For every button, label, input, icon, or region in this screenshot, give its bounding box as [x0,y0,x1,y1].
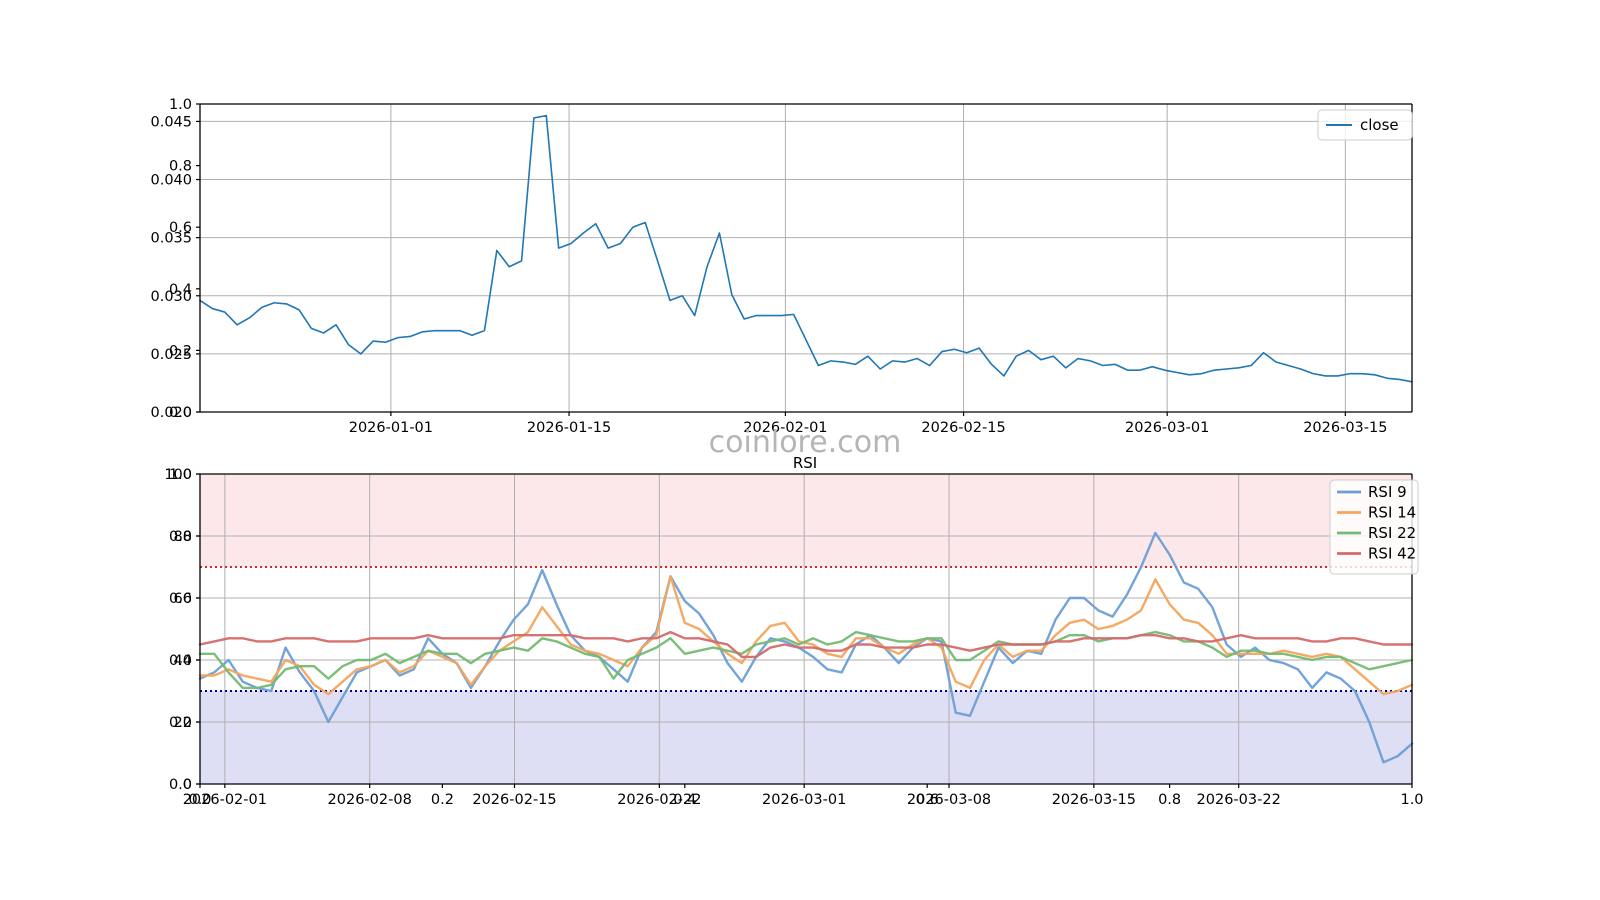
xtick-label-date: 2026-02-01 [183,792,267,808]
rsi-gridlines [200,474,1412,784]
xtick-label-overlay: 0.0 [188,792,211,808]
ytick-label-price: 0.020 [150,405,192,421]
xtick-label-date: 2026-02-15 [472,792,556,808]
xtick-label-overlay: 0.4 [673,792,696,808]
xtick-label-date: 2026-03-15 [1052,792,1136,808]
xtick-label-overlay: 0.6 [916,792,939,808]
xtick-label-date: 2026-01-01 [349,420,433,436]
rsi-title: RSI [793,454,817,472]
line-rsi-42 [198,630,1414,659]
xtick-label-date: 2026-03-01 [1125,420,1209,436]
watermark-text: coinlore.com [709,425,902,460]
xtick-label-date: 2026-02-22 [617,792,701,808]
ytick-label-price: 0.025 [150,347,192,363]
ytick-label-overlay: 0.6 [169,220,192,236]
ytick-label-rsi: 80 [174,529,192,545]
xtick-label-date: 2026-02-01 [743,420,827,436]
legend-label-rsi-9: RSI 9 [1368,483,1407,501]
rsi-panel: 0 20 40 60 80 100 0.0 0.2 0.4 0.6 0.8 1.0 2026-02-01… [164,454,1423,808]
price-axes-spines [199,103,1413,413]
oversold-band [200,691,1412,784]
ytick-label-overlay: 0.8 [169,529,192,545]
xtick-label-date: 2026-02-08 [328,792,412,808]
rsi-series [198,531,1414,764]
price-xtick-labels: 2026-01-01 2026-01-15 2026-02-01 2026-02-15… [349,412,1387,436]
line-close [199,114,1413,383]
price-legend: close [1317,109,1413,141]
rsi-threshold-lines [200,566,1412,692]
ytick-label-overlay: 0.0 [169,777,192,793]
rsi-xtick-labels: 2026-02-01 2026-02-08 2026-02-15 2026-02-22… [183,784,1281,808]
ytick-label-price: 0.030 [150,289,192,305]
watermark-layer: coinlore.com [709,425,902,460]
ytick-label-price: 0.040 [150,173,192,189]
ytick-label-rsi: 40 [174,653,192,669]
legend-background [1329,479,1419,575]
xtick-label-overlay: 1.0 [1400,792,1423,808]
ytick-label-price: 0.045 [150,114,192,130]
rsi-ytick-labels: 0 20 40 60 80 100 [164,467,200,793]
legend-label-rsi-22: RSI 22 [1368,524,1416,542]
xtick-label-date: 2026-03-15 [1303,420,1387,436]
legend-background [1317,109,1413,141]
line-rsi-22 [198,630,1414,690]
ytick-label-overlay: 0.2 [169,715,192,731]
ytick-label-overlay: 0.8 [169,159,192,175]
price-ytick-labels: 0.020 0.025 0.030 0.035 0.040 0.045 [150,114,200,421]
ytick-label-overlay: 1.0 [169,97,192,113]
rsi-panel-title: RSI [793,454,817,472]
price-overlay-ytick-labels: 0.0 0.2 0.4 0.6 0.8 1.0 [169,97,200,421]
ytick-label-rsi: 60 [174,591,192,607]
ytick-label-overlay: 0.0 [169,405,192,421]
ytick-label-overlay: 0.6 [169,591,192,607]
xtick-label-overlay: 0.2 [431,792,454,808]
ytick-label-rsi: 20 [174,715,192,731]
xtick-label-date: 2026-03-08 [907,792,991,808]
line-rsi-14 [198,575,1414,696]
ytick-label-overlay: 0.4 [169,282,192,298]
xtick-label-overlay: 0.8 [1158,792,1181,808]
legend-label-close: close [1360,116,1399,134]
overbought-band [200,474,1412,567]
price-panel: 0.0200.0250.0300.0350.0400.0450.00.20.40… [150,97,1413,436]
ytick-label-overlay: 0.4 [169,653,192,669]
price-series-close [199,114,1413,383]
ytick-label-rsi: 0 [183,777,192,793]
xtick-label-date: 2026-01-15 [527,420,611,436]
rsi-bands [200,474,1412,784]
rsi-overlay-xtick-labels: 0.0 0.2 0.4 0.6 0.8 1.0 [188,784,1424,808]
rsi-overlay-ytick-labels: 0.0 0.2 0.4 0.6 0.8 1.0 [169,467,200,793]
xtick-label-date: 2026-03-01 [762,792,846,808]
legend-label-rsi-14: RSI 14 [1368,504,1416,522]
line-rsi-9 [198,531,1414,764]
xtick-label-date: 2026-02-15 [921,420,1005,436]
ytick-label-overlay: 1.0 [169,467,192,483]
ytick-label-rsi: 100 [164,467,192,483]
rsi-legend: RSI 9 RSI 14 RSI 22 RSI 42 [1329,479,1419,575]
ytick-label-price: 0.035 [150,231,192,247]
xtick-label-date: 2026-03-22 [1197,792,1281,808]
legend-label-rsi-42: RSI 42 [1368,545,1416,563]
price-gridlines [200,104,1412,412]
ytick-label-overlay: 0.2 [169,343,192,359]
